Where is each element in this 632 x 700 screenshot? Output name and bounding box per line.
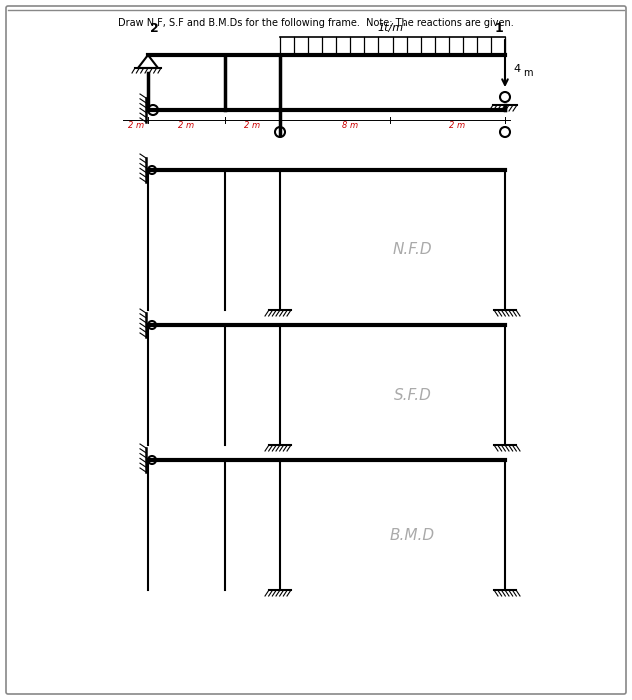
Text: m: m (523, 69, 533, 78)
Circle shape (148, 321, 156, 329)
Text: 2 m: 2 m (245, 121, 260, 130)
Text: Draw N.F, S.F and B.M.Ds for the following frame.  Note: The reactions are given: Draw N.F, S.F and B.M.Ds for the followi… (118, 18, 514, 28)
Text: 4: 4 (513, 64, 520, 74)
Text: 8 m: 8 m (342, 121, 358, 130)
Text: 2 m: 2 m (449, 121, 466, 130)
Text: 2 m: 2 m (178, 121, 195, 130)
Circle shape (500, 127, 510, 137)
FancyBboxPatch shape (6, 6, 626, 694)
Circle shape (148, 456, 156, 464)
Text: S.F.D: S.F.D (394, 388, 432, 402)
Text: 2: 2 (150, 22, 159, 35)
Circle shape (500, 92, 510, 102)
Text: 1: 1 (494, 22, 503, 35)
Circle shape (148, 105, 158, 115)
Circle shape (148, 166, 156, 174)
Text: B.M.D: B.M.D (390, 528, 435, 542)
Circle shape (275, 127, 285, 137)
Text: 1t/m': 1t/m' (378, 23, 407, 33)
Text: 2 m: 2 m (128, 121, 144, 130)
Text: N.F.D: N.F.D (392, 242, 432, 258)
